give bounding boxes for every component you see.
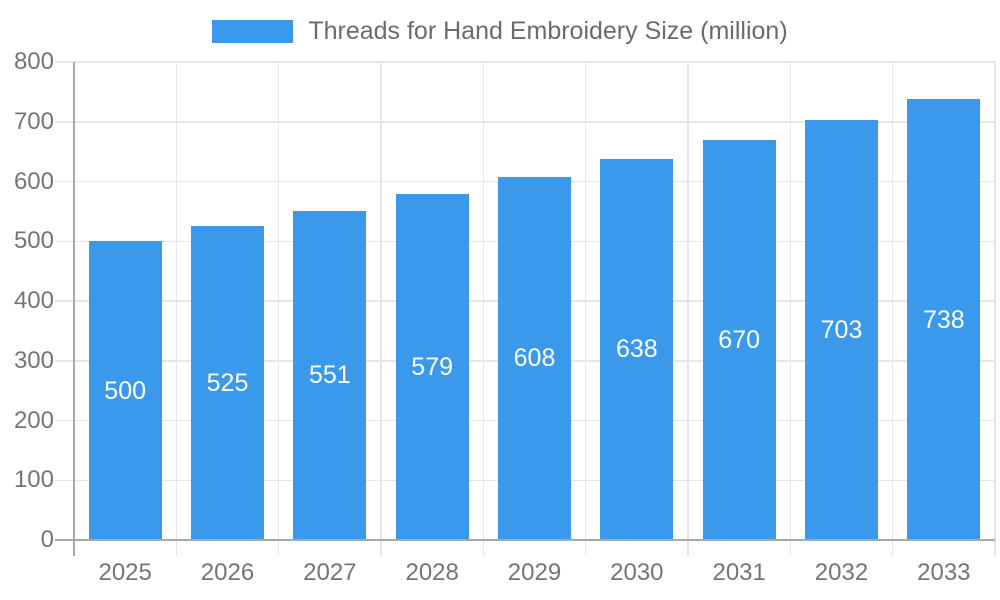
y-axis-label: 400 xyxy=(13,287,54,314)
x-gridline xyxy=(687,62,689,540)
y-axis-label: 300 xyxy=(13,346,54,374)
y-gridline xyxy=(74,121,995,123)
bar-value-label: 738 xyxy=(922,305,965,334)
x-gridline xyxy=(584,62,587,540)
x-axis-label: 2026 xyxy=(200,559,255,586)
y-tick xyxy=(55,180,74,183)
bar-value-label: 638 xyxy=(615,335,658,364)
bar[interactable] xyxy=(498,176,571,540)
x-tick xyxy=(584,540,587,556)
x-tick xyxy=(891,540,894,556)
bar[interactable] xyxy=(293,210,367,540)
bar[interactable] xyxy=(88,241,162,540)
y-tick xyxy=(55,240,74,242)
y-axis-label: 100 xyxy=(13,466,54,494)
x-gridline xyxy=(994,62,996,540)
y-gridline xyxy=(74,61,995,63)
y-axis-label: 200 xyxy=(13,406,54,434)
y-axis-label: 700 xyxy=(13,107,54,135)
y-tick xyxy=(55,360,74,362)
x-tick xyxy=(277,540,280,556)
x-gridline xyxy=(380,62,382,540)
legend-title: Threads for Hand Embroidery Size (millio… xyxy=(308,17,788,45)
bar-value-label: 500 xyxy=(104,376,147,405)
x-axis-label: 2033 xyxy=(917,559,971,586)
chart-legend[interactable]: Threads for Hand Embroidery Size (millio… xyxy=(0,19,1000,44)
bar-value-label: 551 xyxy=(308,361,351,390)
x-axis-label: 2027 xyxy=(303,559,357,586)
y-tick xyxy=(55,479,74,481)
bar-value-label: 670 xyxy=(718,325,761,354)
bar[interactable] xyxy=(702,139,776,540)
x-gridline xyxy=(277,62,280,540)
y-tick xyxy=(55,61,74,63)
x-axis-label: 2025 xyxy=(98,559,152,586)
bar[interactable] xyxy=(191,226,264,540)
x-axis-label: 2030 xyxy=(610,559,664,586)
legend-swatch xyxy=(212,20,294,43)
y-tick xyxy=(55,419,74,422)
x-gridline xyxy=(789,62,792,540)
y-tick xyxy=(55,300,74,302)
bar-value-label: 579 xyxy=(411,353,454,382)
x-tick xyxy=(175,540,178,556)
bar[interactable] xyxy=(395,194,469,540)
bar[interactable] xyxy=(805,119,878,540)
bar-value-label: 703 xyxy=(820,315,863,344)
y-tick xyxy=(55,121,74,123)
x-gridline xyxy=(482,62,485,540)
x-axis-line xyxy=(55,539,995,541)
bar-value-label: 608 xyxy=(513,344,556,373)
x-gridline xyxy=(175,62,178,540)
y-axis-label: 500 xyxy=(13,227,54,255)
x-axis-label: 2029 xyxy=(507,559,562,586)
bar-value-label: 525 xyxy=(206,369,249,398)
bar[interactable] xyxy=(600,158,674,540)
y-axis-label: 800 xyxy=(13,48,54,75)
x-gridline xyxy=(891,62,894,540)
y-axis-label: 600 xyxy=(13,167,54,195)
x-tick xyxy=(687,540,689,556)
x-axis-label: 2031 xyxy=(712,559,766,586)
x-tick xyxy=(789,540,792,556)
x-axis-label: 2032 xyxy=(814,559,869,586)
x-tick xyxy=(994,540,996,556)
bar[interactable] xyxy=(907,99,981,540)
x-tick xyxy=(482,540,485,556)
y-axis-label: 0 xyxy=(40,526,54,553)
x-axis-label: 2028 xyxy=(405,559,459,586)
y-axis-line xyxy=(73,62,75,556)
x-tick xyxy=(380,540,382,556)
